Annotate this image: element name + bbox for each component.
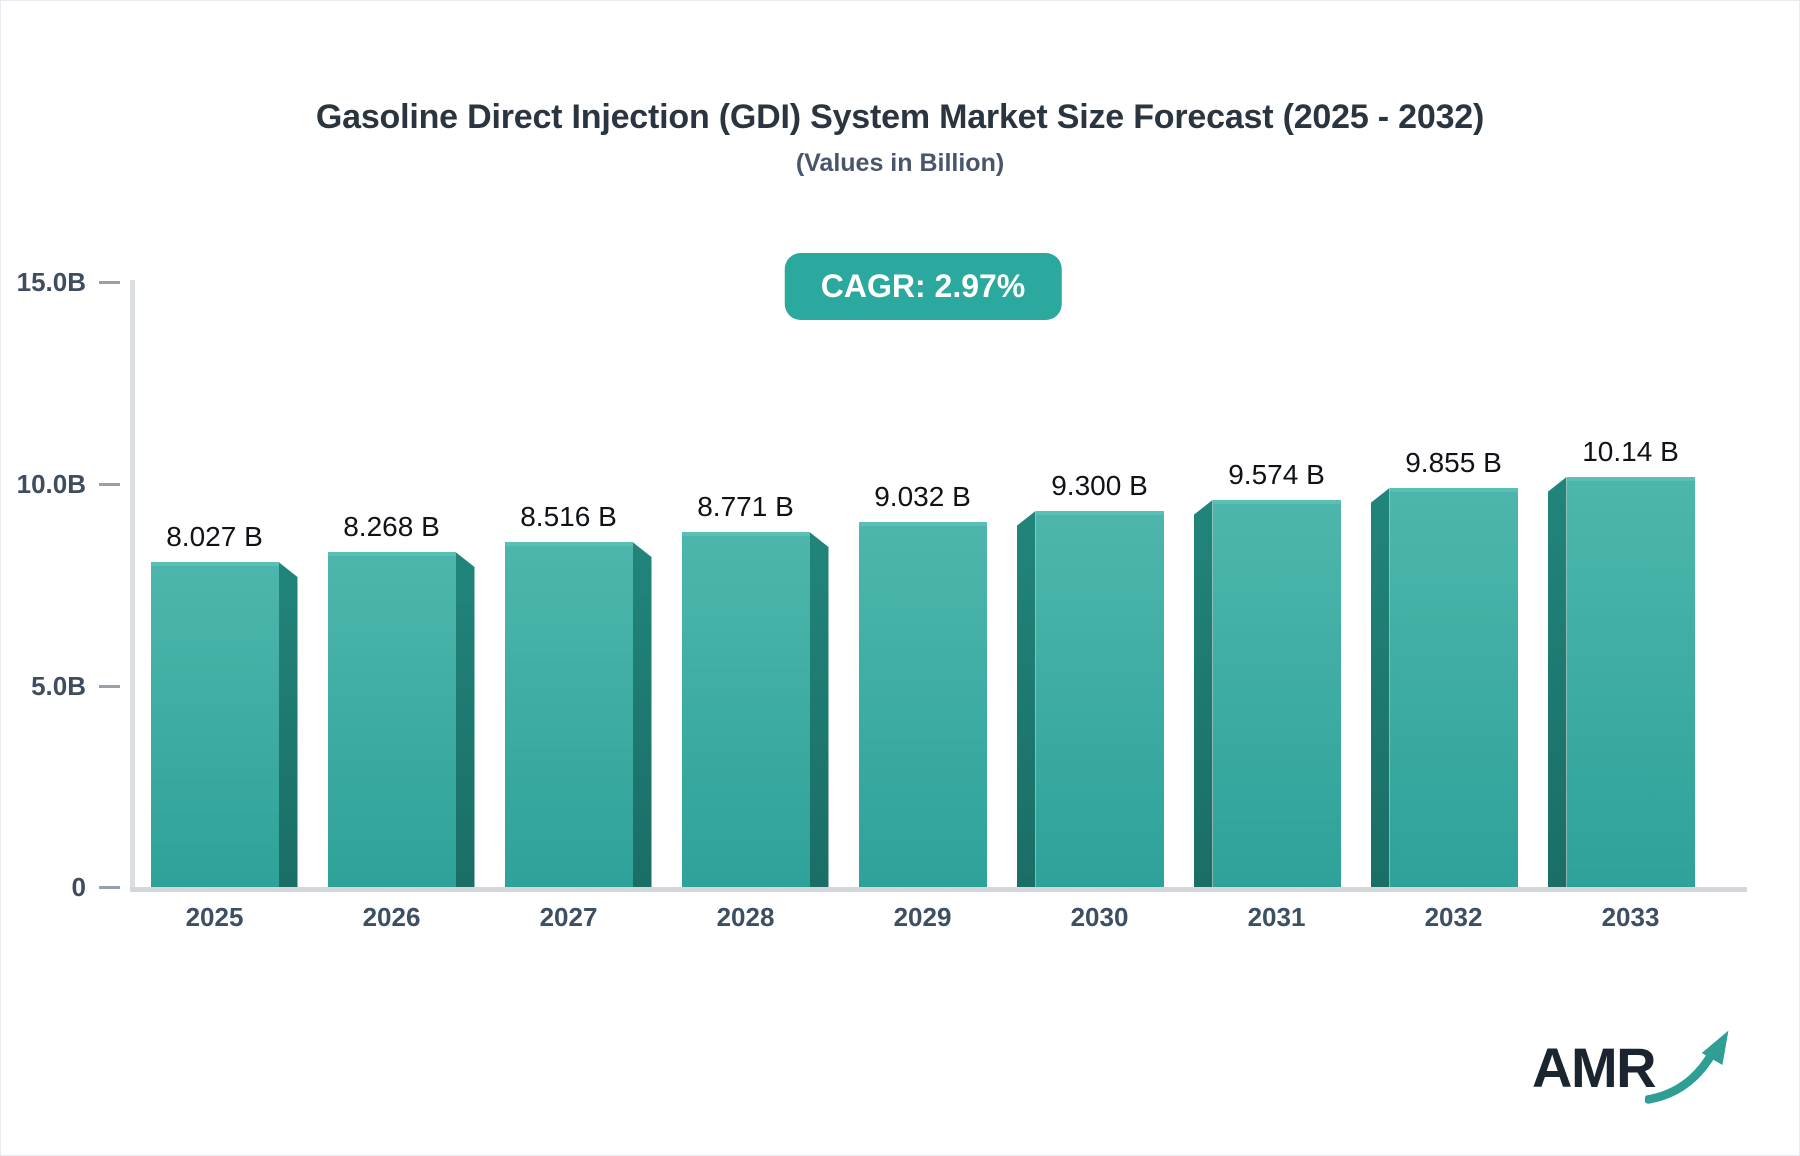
x-axis-label-2029: 2029	[893, 902, 952, 932]
bar-side-3d	[1193, 500, 1213, 887]
bar-2031	[1212, 500, 1341, 887]
bar-value-label: 10.14 B	[1582, 436, 1679, 467]
y-axis-line	[130, 280, 135, 887]
bar-value-label: 8.771 B	[697, 491, 794, 522]
growth-arrow-icon	[1645, 1030, 1729, 1104]
bar-2025	[150, 562, 279, 887]
bar-2028	[681, 532, 810, 887]
x-axis-label-2033: 2033	[1601, 902, 1660, 932]
bar-value-label: 8.268 B	[343, 511, 440, 542]
y-tick-label-10b: 10.0B	[16, 469, 86, 499]
bar-side-3d	[1547, 477, 1567, 887]
bar-value-label: 8.516 B	[520, 501, 617, 532]
y-tick-label-15b: 15.0B	[16, 267, 86, 297]
y-tick-label-5b: 5.0B	[31, 671, 86, 701]
bar-2027	[504, 542, 633, 887]
bar-2030	[1035, 511, 1164, 887]
bar-value-label: 9.300 B	[1051, 470, 1148, 501]
y-tick-mark	[99, 685, 120, 688]
bar-value-label: 8.027 B	[166, 521, 263, 552]
bar-side-3d	[278, 562, 298, 887]
bar-side-3d	[809, 532, 829, 887]
y-tick-label-0: 0	[71, 872, 86, 902]
bar-value-label: 9.855 B	[1405, 447, 1502, 478]
x-axis-label-2028: 2028	[716, 902, 775, 932]
y-tick-mark	[99, 281, 120, 284]
x-axis-label-2025: 2025	[185, 902, 244, 932]
x-axis-label-2030: 2030	[1070, 902, 1129, 932]
amr-logo: AMR	[1532, 1030, 1731, 1105]
bar-side-3d	[1370, 488, 1390, 887]
bar-side-3d	[1016, 511, 1036, 887]
bar-2029	[858, 522, 987, 887]
y-tick-mark	[99, 886, 120, 889]
x-axis-label-2031: 2031	[1247, 902, 1306, 932]
x-axis-label-2026: 2026	[362, 902, 421, 932]
amr-logo-text: AMR	[1532, 1036, 1657, 1099]
bar-side-3d	[455, 552, 475, 887]
chart-title: Gasoline Direct Injection (GDI) System M…	[315, 98, 1485, 136]
chart-subtitle: (Values in Billion)	[795, 149, 1005, 177]
bar-2026	[327, 552, 456, 887]
bar-2033	[1566, 477, 1695, 887]
x-axis-label-2032: 2032	[1424, 902, 1483, 932]
x-axis-label-2027: 2027	[539, 902, 598, 932]
bar-value-label: 9.032 B	[874, 481, 971, 512]
cagr-badge: CAGR: 2.97%	[784, 253, 1062, 320]
bar-side-3d	[632, 542, 652, 887]
y-tick-mark	[99, 483, 120, 486]
bar-2032	[1389, 488, 1518, 887]
bar-value-label: 9.574 B	[1228, 459, 1325, 490]
x-axis-line	[130, 887, 1747, 892]
